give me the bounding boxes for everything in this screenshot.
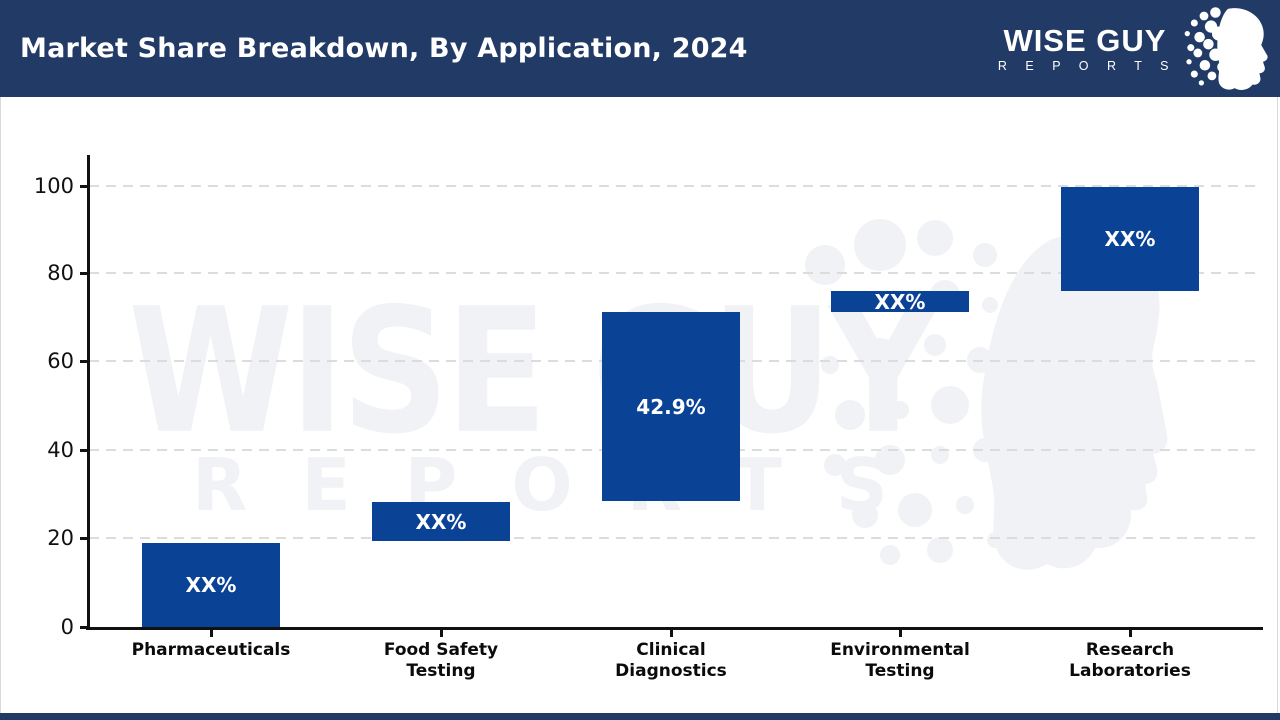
y-tick-label: 80	[47, 261, 74, 285]
y-tick-label: 40	[47, 438, 74, 462]
bar-value-label: XX%	[415, 509, 467, 534]
bar-research-laboratories: XX%	[1061, 187, 1199, 291]
x-label-line: Pharmaceuticals	[131, 640, 291, 660]
bar-clinical-diagnostics: 42.9%	[602, 312, 740, 501]
x-axis-line	[86, 627, 1263, 630]
x-label-line: Environmental	[830, 640, 970, 660]
bar-value-label: XX%	[185, 573, 237, 597]
x-label-line: Diagnostics	[615, 661, 727, 681]
x-tick	[899, 629, 902, 637]
x-label-food-safety-testing: Food Safety Testing	[331, 640, 551, 682]
x-label-pharmaceuticals: Pharmaceuticals	[101, 640, 321, 661]
gridline-100	[89, 185, 1262, 187]
y-tick-label: 20	[47, 526, 74, 550]
y-tick	[80, 185, 87, 188]
y-tick	[80, 360, 87, 363]
gridline-80	[89, 272, 1262, 274]
bar-pharmaceuticals: XX%	[142, 543, 280, 627]
x-tick	[1129, 629, 1132, 637]
logo-wordmark: WISE GUY	[1003, 22, 1167, 58]
wise-guy-logo: WISE GUY R E P O R T S	[994, 6, 1270, 91]
y-tick	[80, 272, 87, 275]
x-tick	[440, 629, 443, 637]
watermark-face-icon	[805, 219, 1168, 570]
header: Market Share Breakdown, By Application, …	[0, 0, 1280, 97]
chart-title: Market Share Breakdown, By Application, …	[20, 33, 748, 64]
bar-value-label: XX%	[1104, 227, 1156, 251]
bar-food-safety-testing: XX%	[372, 502, 510, 541]
bar-value-label: XX%	[874, 289, 926, 314]
bar-environmental-testing: XX%	[831, 289, 969, 314]
y-tick	[80, 449, 87, 452]
y-tick-label: 0	[60, 615, 74, 639]
y-tick	[80, 537, 87, 540]
y-tick-label: 60	[47, 349, 74, 373]
x-label-line: Clinical	[636, 640, 706, 660]
x-tick	[670, 629, 673, 637]
bar-value-label: 42.9%	[636, 394, 706, 419]
x-label-clinical-diagnostics: Clinical Diagnostics	[561, 640, 781, 682]
y-axis-line	[87, 155, 90, 629]
logo-face-icon	[1184, 6, 1268, 90]
x-label-line: Food Safety	[383, 640, 499, 660]
footer-bar	[0, 713, 1280, 720]
y-tick-label: 100	[33, 174, 74, 198]
x-label-research-laboratories: Research Laboratories	[1020, 640, 1240, 682]
x-tick	[210, 629, 213, 637]
logo-text: WISE GUY R E P O R T S	[994, 25, 1176, 73]
y-tick	[80, 626, 87, 629]
x-label-line: Testing	[406, 661, 476, 681]
gridline-20	[89, 537, 1262, 539]
x-label-environmental-testing: Environmental Testing	[790, 640, 1010, 682]
logo-subtext: R E P O R T S	[997, 58, 1176, 73]
x-label-line: Research	[1085, 640, 1175, 660]
x-label-line: Laboratories	[1069, 661, 1191, 681]
x-label-line: Testing	[865, 661, 935, 681]
